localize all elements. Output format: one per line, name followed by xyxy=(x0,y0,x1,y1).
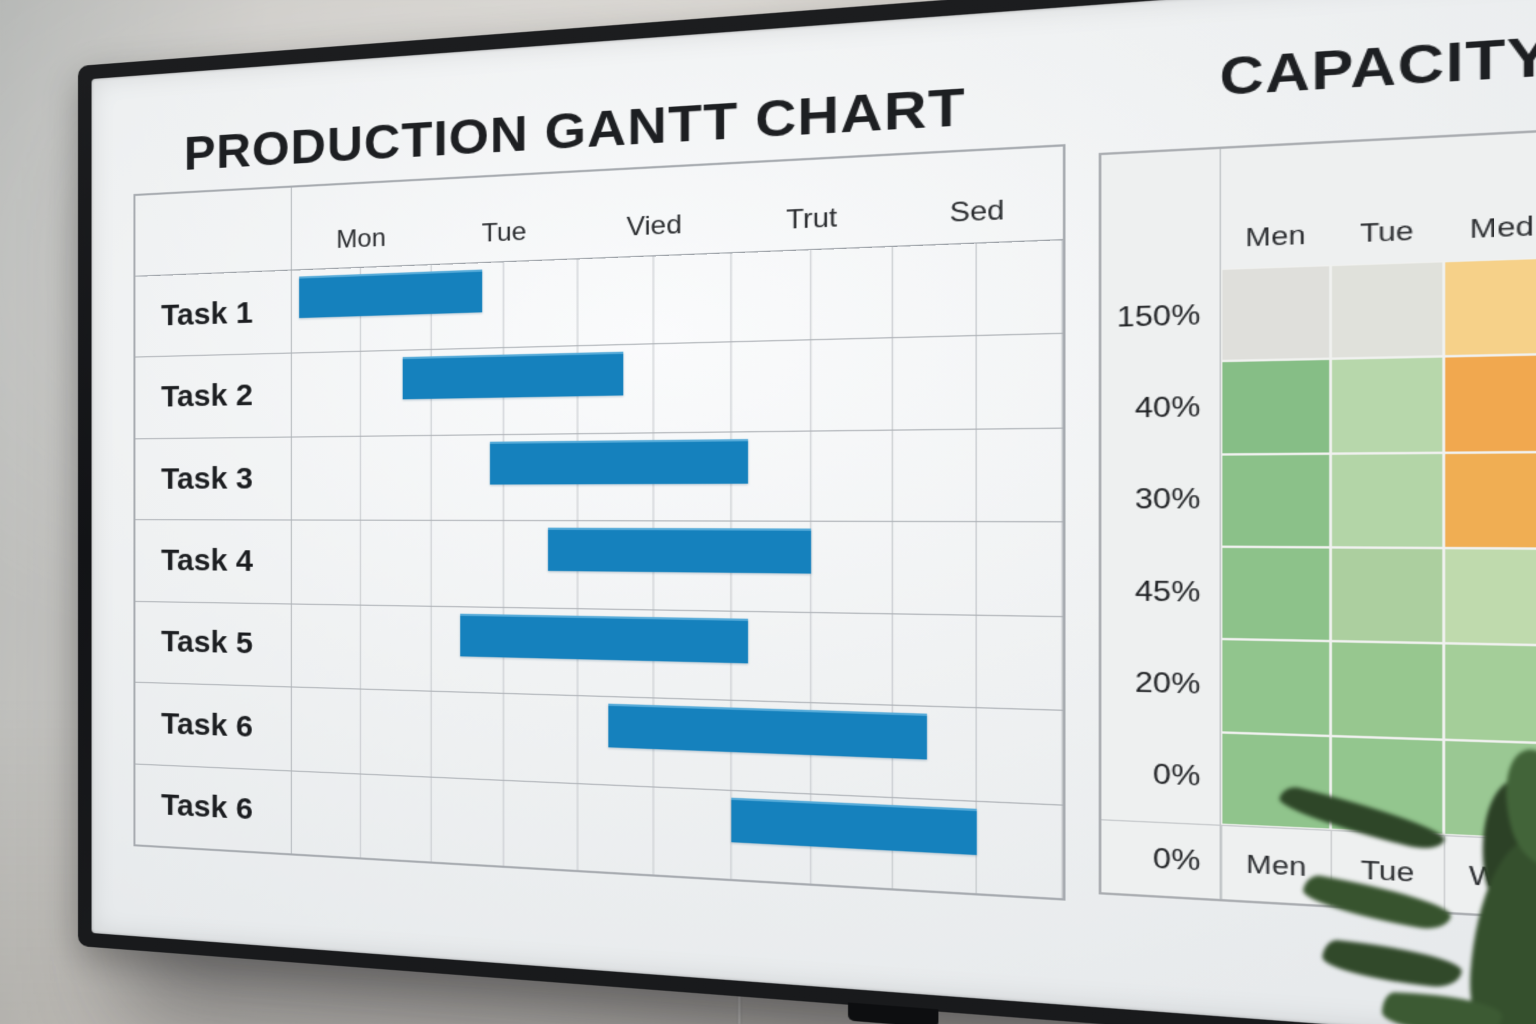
heatmap-top-header: Med xyxy=(1469,210,1534,245)
gantt-task-label: Task 3 xyxy=(135,437,292,520)
gantt-rows: Task 1 Task 2 Task 3 Task 4 Task 5 Task 6 Task… xyxy=(135,240,1063,899)
heatmap-cell xyxy=(1443,548,1536,646)
heatmap-title: CAPACITY HEATMAP xyxy=(1219,2,1536,108)
heatmap-row-label: 150% xyxy=(1101,268,1221,364)
gantt-task-label: Task 6 xyxy=(135,682,292,770)
gantt-bar xyxy=(731,797,977,855)
heatmap-row-label: 40% xyxy=(1101,361,1221,455)
gantt-task-label: Task 5 xyxy=(135,601,292,687)
heatmap-cell xyxy=(1220,639,1331,736)
heatmap-cell xyxy=(1330,641,1444,740)
gantt-day-label: Mon xyxy=(336,223,386,255)
tv-screen: PRODUCTION GANTT CHART CAPACITY HEATMAP … xyxy=(91,0,1536,1024)
heatmap-top-header: Tue xyxy=(1359,215,1414,249)
plant-leaf xyxy=(1464,834,1536,1024)
heatmap-cell xyxy=(1330,356,1444,454)
gantt-bar xyxy=(548,527,812,574)
heatmap-row-label: 30% xyxy=(1101,454,1221,547)
gantt-row-track xyxy=(291,520,1063,616)
gantt-row: Task 4 xyxy=(135,520,1063,617)
heatmap-cell xyxy=(1443,354,1536,453)
plant-leaf xyxy=(1320,938,1464,990)
heatmap-cell xyxy=(1220,359,1331,455)
heatmap-cell xyxy=(1330,547,1444,644)
gantt-bar xyxy=(403,352,624,400)
heatmap-row-label: 45% xyxy=(1101,546,1221,640)
gantt-bar xyxy=(298,269,483,319)
tv-display: PRODUCTION GANTT CHART CAPACITY HEATMAP … xyxy=(78,0,1536,1024)
gantt-bar xyxy=(608,703,927,760)
heatmap-cell xyxy=(1330,261,1444,360)
heatmap-cell xyxy=(1220,265,1331,362)
heatmap-bottom-left-label: 0% xyxy=(1101,819,1221,899)
heatmap-cell xyxy=(1330,452,1444,549)
heatmap-cell xyxy=(1443,257,1536,357)
gantt-day-label: Tue xyxy=(481,217,527,249)
gantt-header-corner xyxy=(135,187,292,276)
gantt-task-label: Task 6 xyxy=(135,764,292,854)
heatmap-top-header: Men xyxy=(1245,219,1306,253)
heatmap-cell xyxy=(1443,451,1536,549)
gantt-task-label: Task 2 xyxy=(135,353,292,439)
plant-leaf xyxy=(1300,873,1454,933)
plant xyxy=(1275,740,1536,1024)
gantt-bar xyxy=(460,613,748,664)
gantt-row-track xyxy=(291,428,1063,522)
gantt-day-label: Vied xyxy=(626,209,682,243)
heatmap-cell xyxy=(1220,453,1331,548)
heatmap-cell xyxy=(1443,643,1536,744)
gantt-row: Task 3 xyxy=(135,428,1063,523)
heatmap-corner-cell xyxy=(1101,148,1221,273)
heatmap-row-label: 20% xyxy=(1101,637,1221,733)
tv-sensor-nub xyxy=(848,1002,939,1024)
heatmap-row-label: 0% xyxy=(1101,728,1221,825)
heatmap-cell xyxy=(1220,546,1331,642)
gantt-chart: Mon Tue Vied Trut Sed Task 1 Task 2 Task 3 Task… xyxy=(133,144,1066,901)
gantt-task-label: Task 4 xyxy=(135,520,292,604)
gantt-day-label: Trut xyxy=(785,202,838,236)
gantt-bar xyxy=(489,438,748,485)
gantt-day-label: Sed xyxy=(949,194,1005,229)
gantt-task-label: Task 1 xyxy=(135,270,292,357)
